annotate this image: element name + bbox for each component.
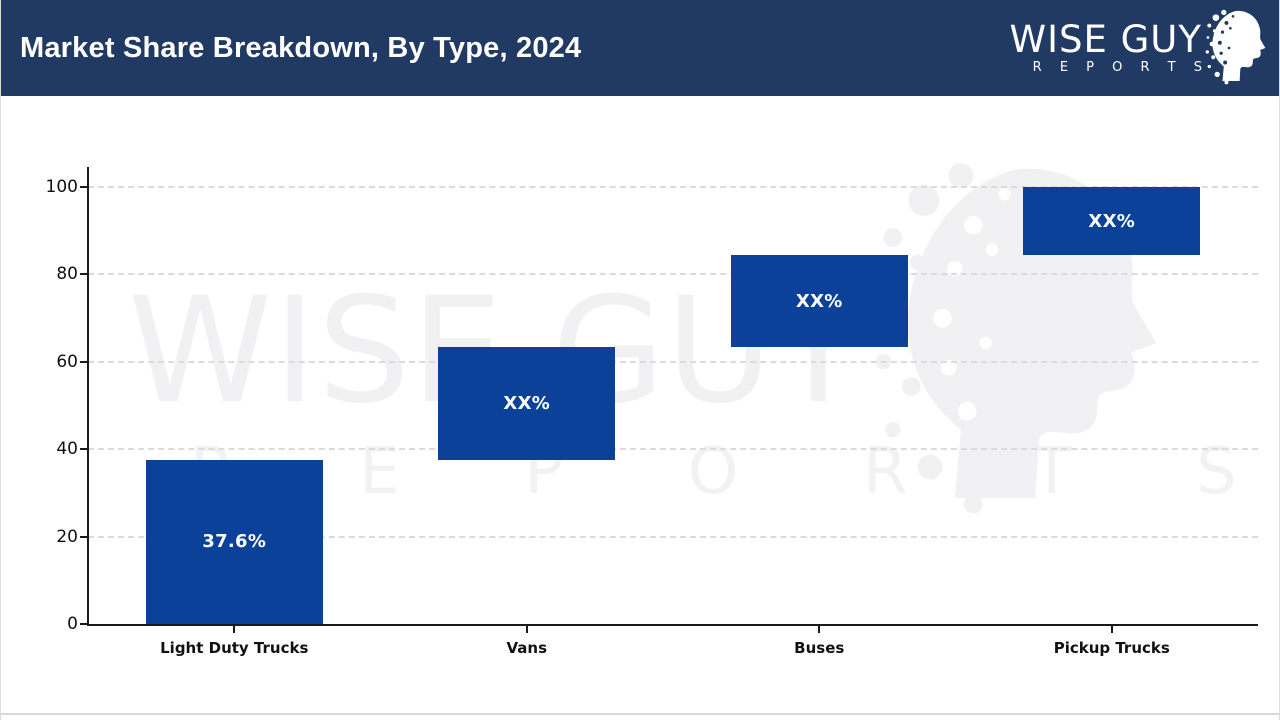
header-bar: Market Share Breakdown, By Type, 2024 WI… <box>0 0 1280 96</box>
y-tick-mark <box>80 448 87 451</box>
bar-buses: XX% <box>730 255 908 347</box>
y-tick-mark <box>80 360 87 363</box>
page-title: Market Share Breakdown, By Type, 2024 <box>20 31 582 64</box>
y-tick-mark <box>80 273 87 276</box>
bar-value-label: XX% <box>1088 210 1136 232</box>
y-tick-mark <box>80 623 87 625</box>
x-category-label: Light Duty Trucks <box>160 639 309 657</box>
watermark-subtitle: R E P O R T S <box>190 435 1280 509</box>
logo-wordmark: WISE GUY <box>1009 17 1202 61</box>
logo-subtitle: R E P O R T S <box>1032 60 1209 76</box>
x-category-label: Buses <box>794 639 845 657</box>
y-tick-label: 100 <box>45 177 78 197</box>
y-tick-label: 20 <box>56 526 78 547</box>
x-category-label: Pickup Trucks <box>1053 639 1170 657</box>
gridline <box>88 186 1258 188</box>
bar-light-duty-trucks: 37.6% <box>145 459 323 624</box>
wise-guy-logo: WISE GUY R E P O R T S <box>1010 4 1270 92</box>
y-tick-label: 0 <box>67 614 78 634</box>
gridline <box>88 535 1258 538</box>
face-profile-icon <box>1205 9 1266 85</box>
gridline <box>88 448 1258 451</box>
y-tick-mark <box>80 186 87 188</box>
gridline <box>88 360 1258 363</box>
x-tick-mark <box>525 626 528 633</box>
bar-pickup-trucks: XX% <box>1023 187 1201 256</box>
y-tick-label: 40 <box>56 439 78 460</box>
bottom-divider <box>0 713 1280 715</box>
logo-text: WISE GUY R E P O R T S <box>1009 17 1202 76</box>
bar-vans: XX% <box>438 346 616 460</box>
bar-value-label: XX% <box>503 392 551 414</box>
bar-value-label: XX% <box>795 290 843 312</box>
x-axis-line <box>87 624 1258 626</box>
x-tick-mark <box>233 626 236 633</box>
gridline <box>88 273 1258 276</box>
y-axis-line <box>87 167 89 626</box>
bar-value-label: 37.6% <box>202 531 267 553</box>
x-tick-mark <box>818 626 821 633</box>
x-tick-mark <box>1110 626 1113 633</box>
y-tick-label: 80 <box>56 264 78 285</box>
x-category-label: Vans <box>506 639 548 657</box>
y-tick-mark <box>80 535 87 538</box>
y-tick-label: 60 <box>56 351 78 372</box>
